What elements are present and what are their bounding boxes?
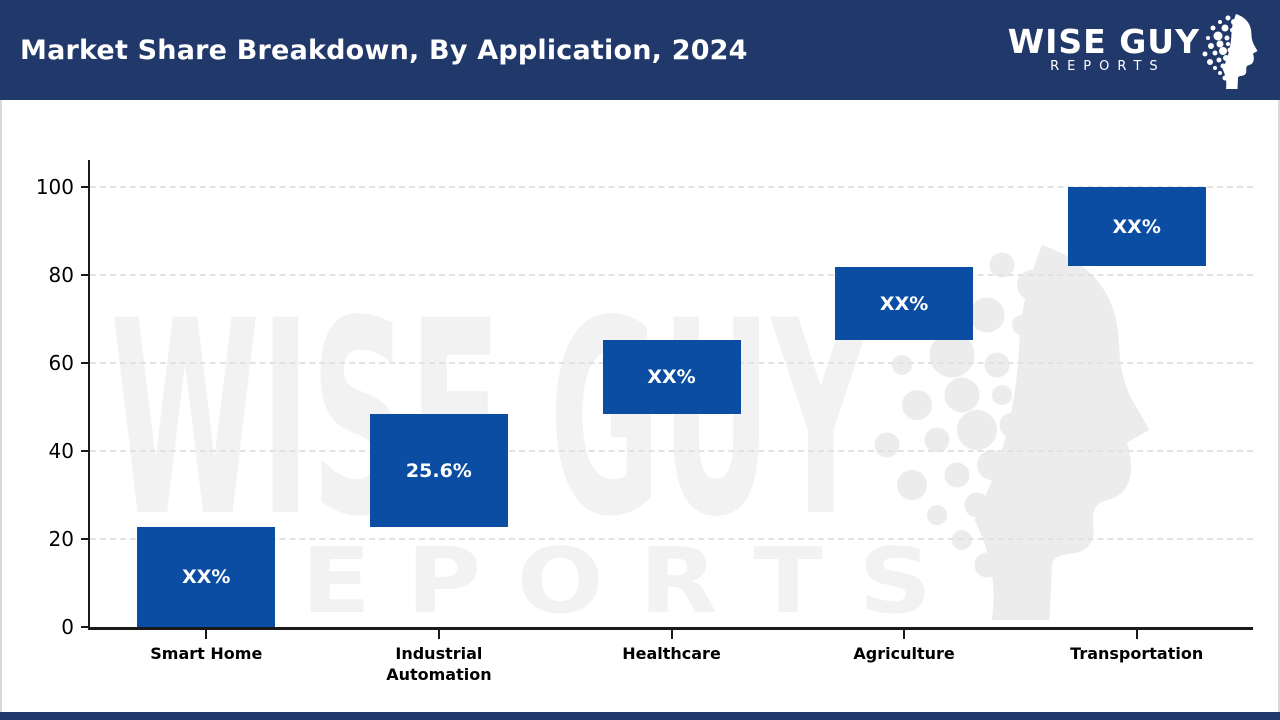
x-tick-mark: [437, 630, 440, 639]
y-tick-label: 0: [61, 615, 74, 639]
page-title: Market Share Breakdown, By Application, …: [20, 34, 748, 66]
bar-industrial-automation: 25.6%: [369, 414, 508, 528]
wiseguy-logo: WISE GUY REPORTS: [1008, 10, 1260, 90]
bar-transportation: XX%: [1067, 187, 1206, 267]
bar-smart-home: XX%: [137, 527, 276, 627]
x-category-label-transportation: Transportation: [1070, 644, 1204, 663]
waterfall-plot: 0 20 40 60 80 100 XX% Smart Home 25.6% Industrial…: [2, 100, 1278, 712]
x-category-label-healthcare: Healthcare: [622, 644, 721, 663]
y-tick-mark: [81, 186, 90, 188]
x-tick-mark: [205, 630, 208, 639]
bar-value-label: XX%: [879, 292, 929, 315]
bar-agriculture: XX%: [835, 267, 974, 341]
y-tick-label: 40: [48, 439, 74, 463]
watermark-subtitle: R E P O R T S: [187, 529, 932, 634]
x-category-label-industrial-automation: Industrial Automation: [386, 644, 492, 684]
header-banner: Market Share Breakdown, By Application, …: [0, 0, 1280, 100]
x-tick-mark: [670, 630, 673, 639]
gridline-20: [90, 538, 1253, 540]
x-tick-mark: [1135, 630, 1138, 639]
wiseguy-face-icon: [1202, 14, 1258, 89]
y-tick-mark: [81, 538, 90, 540]
bar-value-label: XX%: [1112, 215, 1161, 238]
y-tick-mark: [81, 274, 90, 276]
footer-strip: [0, 712, 1280, 720]
x-axis-line: [88, 627, 1253, 630]
gridline-100: [90, 186, 1253, 188]
y-tick-label: 60: [48, 351, 74, 375]
chart-canvas: WISE GUY R E P O R T S 0 20 40 60 80 100 XX% Sm…: [0, 100, 1280, 712]
bar-healthcare: XX%: [602, 340, 741, 415]
x-tick-mark: [903, 630, 906, 639]
y-tick-label: 100: [35, 175, 74, 199]
logo-wordmark: WISE GUY: [1007, 22, 1200, 61]
y-tick-mark: [81, 450, 90, 452]
bar-value-label: XX%: [647, 366, 696, 389]
y-axis-line: [88, 160, 90, 630]
y-tick-mark: [81, 626, 90, 628]
y-tick-label: 20: [48, 527, 74, 551]
gridline-80: [90, 274, 1253, 276]
y-tick-label: 80: [48, 263, 74, 287]
bar-value-label: XX%: [182, 566, 231, 589]
bar-value-label: 25.6%: [405, 459, 472, 482]
x-category-label-agriculture: Agriculture: [853, 644, 955, 663]
wiseguy-logo-text: WISE GUY REPORTS: [1008, 25, 1200, 75]
x-category-label-smart-home: Smart Home: [150, 644, 263, 663]
gridline-40: [90, 450, 1253, 452]
y-tick-mark: [81, 362, 90, 364]
logo-subtitle: REPORTS: [1050, 59, 1166, 74]
